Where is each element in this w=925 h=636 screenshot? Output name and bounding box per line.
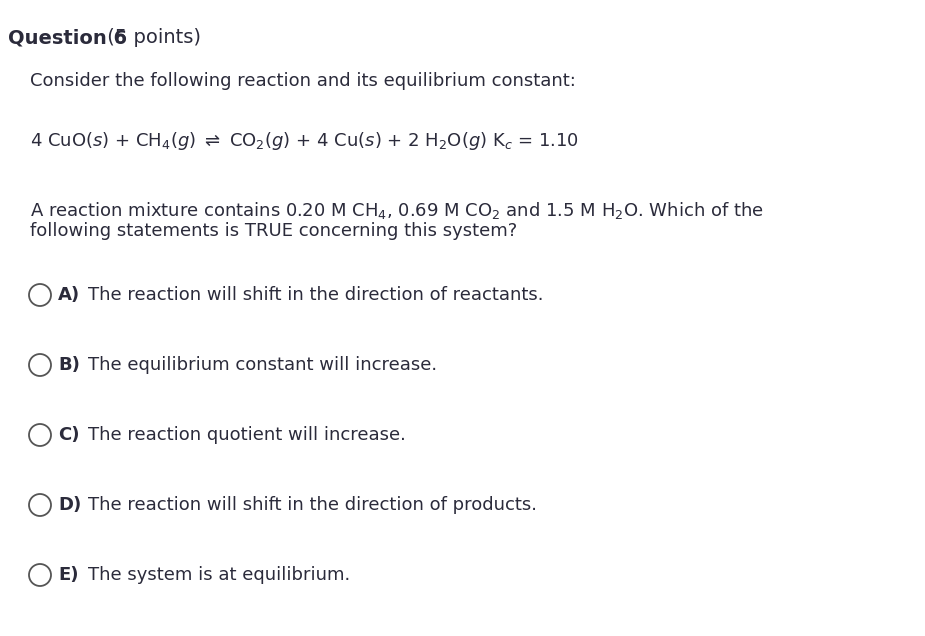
Text: The reaction will shift in the direction of reactants.: The reaction will shift in the direction… [88,286,544,304]
Text: (5 points): (5 points) [101,28,201,47]
Text: Question 6: Question 6 [8,28,127,47]
Text: following statements is TRUE concerning this system?: following statements is TRUE concerning … [30,222,517,240]
Text: A): A) [58,286,80,304]
Text: 4 CuO($s$) + CH$_4$($g$) $\rightleftharpoons$ CO$_2$($g$) + 4 Cu($s$) + 2 H$_2$O: 4 CuO($s$) + CH$_4$($g$) $\rightleftharp… [30,130,579,152]
Text: The reaction quotient will increase.: The reaction quotient will increase. [88,426,406,444]
Text: B): B) [58,356,80,374]
Text: C): C) [58,426,80,444]
Text: A reaction mixture contains 0.20 M CH$_4$, 0.69 M CO$_2$ and 1.5 M H$_2$O. Which: A reaction mixture contains 0.20 M CH$_4… [30,200,764,221]
Text: The reaction will shift in the direction of products.: The reaction will shift in the direction… [88,496,537,514]
Text: The system is at equilibrium.: The system is at equilibrium. [88,566,351,584]
Text: The equilibrium constant will increase.: The equilibrium constant will increase. [88,356,438,374]
Text: E): E) [58,566,79,584]
Text: Consider the following reaction and its equilibrium constant:: Consider the following reaction and its … [30,72,576,90]
Text: D): D) [58,496,81,514]
